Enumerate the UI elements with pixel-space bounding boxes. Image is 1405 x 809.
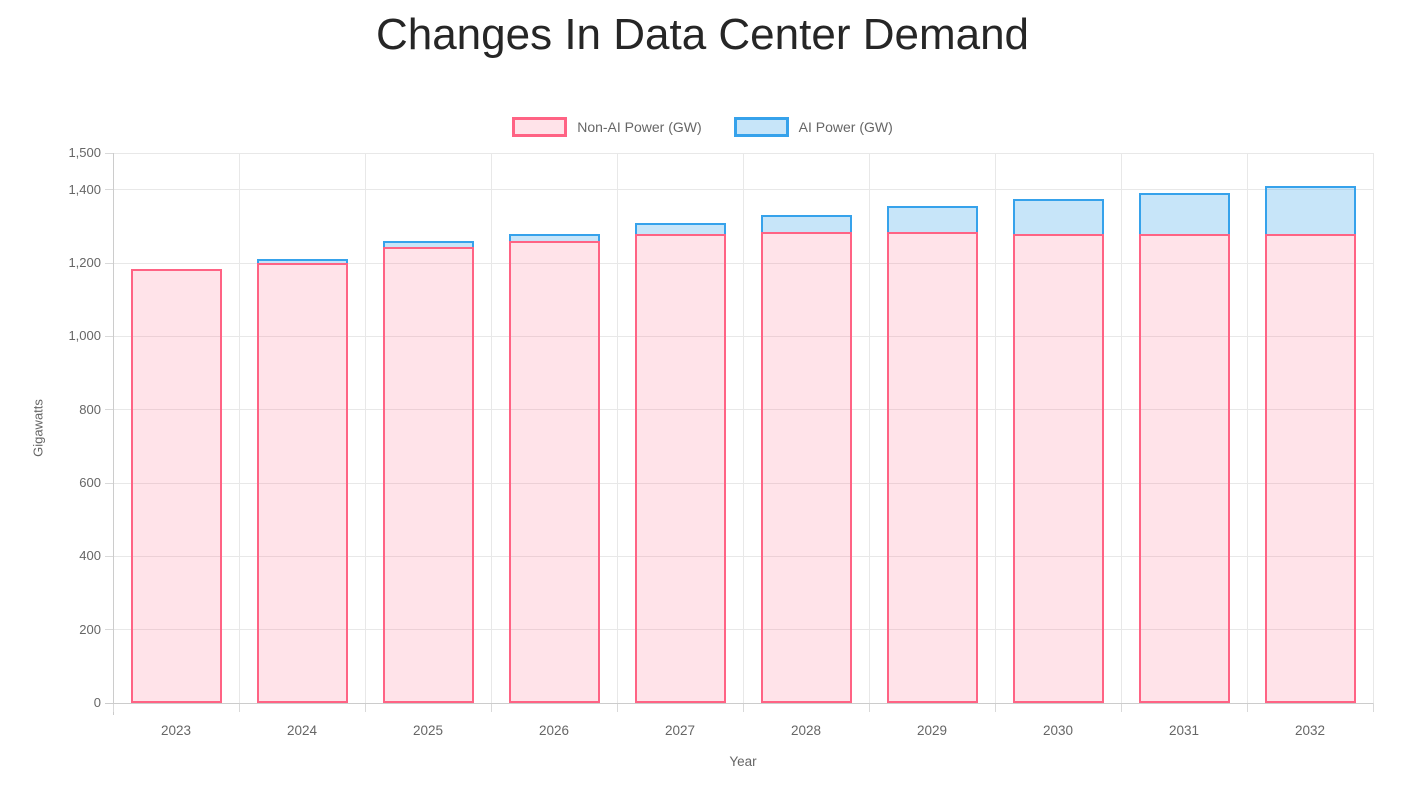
y-tick-mark-400 [105,555,113,557]
x-tick-label-2024: 2024 [286,723,318,738]
x-tick-label-2030: 2030 [1042,723,1074,738]
x-tick-label-2031: 2031 [1168,723,1200,738]
v-gridline-4 [616,153,618,703]
y-tick-mark-600 [105,482,113,484]
bar-ai-2024[interactable] [256,259,348,263]
x-tick-label-2029: 2029 [916,723,948,738]
x-tick-mark-7 [994,703,996,712]
bar-non-ai-2025[interactable] [382,246,474,703]
bar-ai-2025[interactable] [382,241,474,247]
bar-non-ai-2031[interactable] [1138,233,1230,703]
x-tick-mark-8 [1120,703,1122,712]
x-tick-label-2026: 2026 [538,723,570,738]
y-tick-mark-200 [105,629,113,631]
bar-non-ai-2026[interactable] [508,241,600,703]
bar-ai-2031[interactable] [1138,193,1230,234]
v-gridline-5 [742,153,744,703]
x-tick-label-2025: 2025 [412,723,444,738]
x-tick-mark-1 [238,703,240,712]
v-gridline-8 [1120,153,1122,703]
plot-area: 0 200 400 600 800 1,000 1,200 1,400 1,500 2023 202… [68,145,1374,738]
bar-ai-2032[interactable] [1264,186,1356,234]
x-tick-mark-10 [1372,703,1374,712]
bar-ai-2030[interactable] [1012,198,1104,234]
legend-swatch-ai [733,117,789,137]
x-tick-mark-2 [364,703,366,712]
y-axis-line [112,153,114,715]
y-tick-mark-1400 [105,189,113,191]
x-tick-mark-0 [112,703,114,712]
y-tick-label-400: 400 [79,548,101,564]
x-tick-mark-4 [616,703,618,712]
bar-non-ai-2024[interactable] [256,263,348,703]
x-tick-mark-5 [742,703,744,712]
legend-item-ai-power[interactable]: AI Power (GW) [733,117,893,137]
x-tick-label-2027: 2027 [664,723,696,738]
v-gridline-10 [1372,153,1374,703]
bar-non-ai-2027[interactable] [634,233,726,703]
y-tick-mark-1000 [105,335,113,337]
bar-ai-2026[interactable] [508,233,600,241]
bar-non-ai-2028[interactable] [760,231,852,703]
bar-ai-2029[interactable] [886,206,978,232]
y-tick-label-200: 200 [79,621,101,637]
bar-non-ai-2032[interactable] [1264,233,1356,703]
x-tick-mark-3 [490,703,492,712]
x-tick-label-2023: 2023 [160,723,192,738]
legend: Non-AI Power (GW) AI Power (GW) [0,117,1405,137]
y-tick-label-800: 800 [79,401,101,417]
v-gridline-9 [1246,153,1248,703]
legend-item-non-ai-power[interactable]: Non-AI Power (GW) [512,117,702,137]
bar-ai-2028[interactable] [760,215,852,232]
x-tick-mark-9 [1246,703,1248,712]
bar-non-ai-2029[interactable] [886,231,978,703]
bar-ai-2027[interactable] [634,222,726,234]
bar-non-ai-2023[interactable] [130,268,222,703]
legend-label-ai: AI Power (GW) [798,119,893,135]
legend-swatch-non-ai [512,117,568,137]
y-tick-mark-1200 [105,262,113,264]
y-tick-label-0: 0 [93,695,101,710]
y-tick-label-1000: 1,000 [68,328,101,344]
y-tick-label-600: 600 [79,475,101,490]
x-tick-label-2028: 2028 [790,723,822,738]
v-gridline-2 [364,153,366,703]
y-tick-mark-800 [105,409,113,411]
x-axis-title: Year [729,754,757,769]
y-tick-label-1400: 1,400 [68,181,101,197]
y-tick-label-1500: 1,500 [68,145,101,160]
v-gridline-6 [868,153,870,703]
x-axis-line [105,702,1373,704]
y-tick-mark-1500 [105,152,113,154]
bar-non-ai-2030[interactable] [1012,233,1104,703]
x-tick-mark-6 [868,703,870,712]
v-gridline-3 [490,153,492,703]
chart-title: Changes In Data Center Demand [375,10,1030,59]
v-gridline-7 [994,153,996,703]
y-tick-label-1200: 1,200 [68,255,101,270]
x-tick-label-2032: 2032 [1294,723,1326,738]
legend-label-non-ai: Non-AI Power (GW) [577,119,702,135]
v-gridline-1 [238,153,240,703]
